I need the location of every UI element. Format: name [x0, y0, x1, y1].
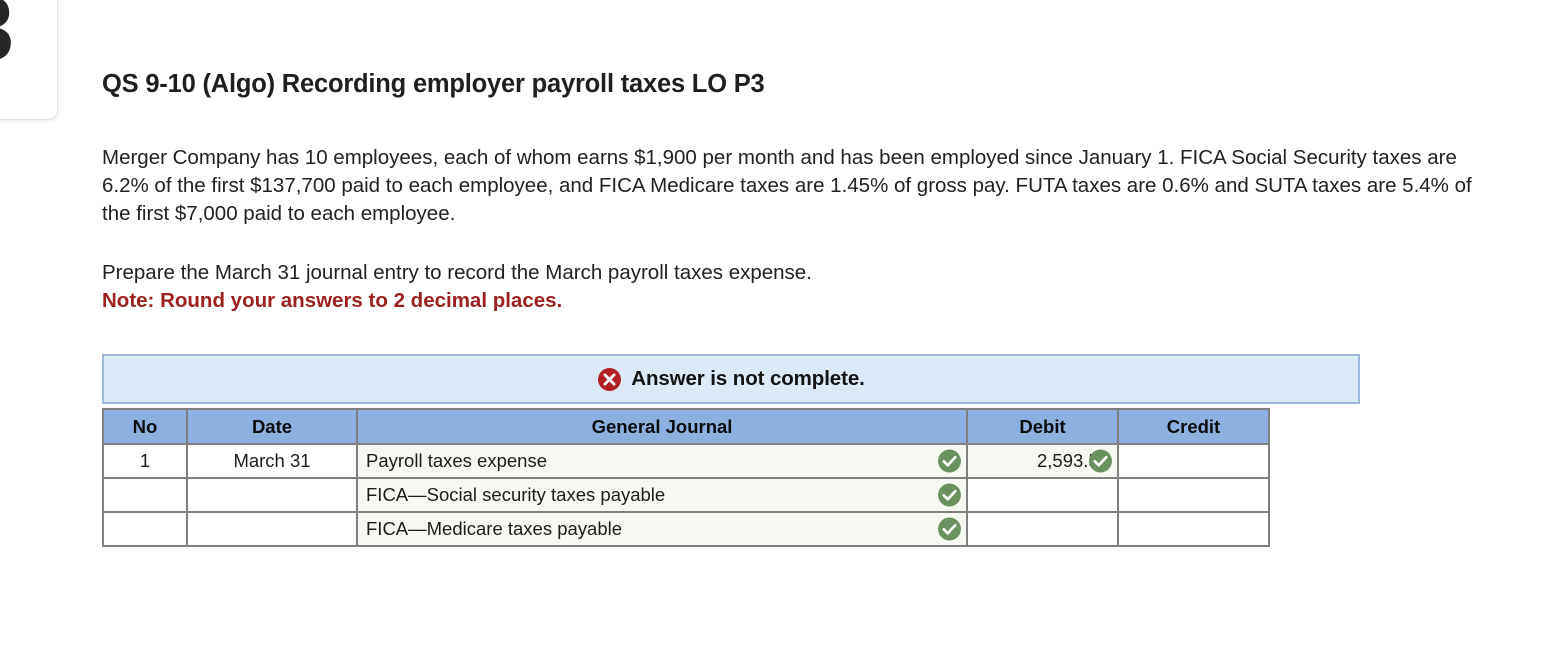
instruction-block: Prepare the March 31 journal entry to re… [102, 228, 1532, 315]
cell-general-journal[interactable]: Payroll taxes expense [356, 443, 968, 479]
column-header-no: No [102, 408, 188, 445]
journal-entry-table: No Date General Journal Debit Credit 1 M… [102, 408, 1270, 547]
cell-no: 1 [102, 443, 188, 479]
cell-general-journal-text: Payroll taxes expense [366, 450, 547, 471]
cell-general-journal[interactable]: FICA—Social security taxes payable [356, 477, 968, 513]
problem-statement: Merger Company has 10 employees, each of… [102, 146, 1472, 225]
table-row: FICA—Social security taxes payable [102, 477, 1270, 513]
column-header-date: Date [186, 408, 358, 445]
column-header-general-journal: General Journal [356, 408, 968, 445]
rounding-note: Note: Round your answers to 2 decimal pl… [102, 289, 563, 312]
column-header-debit: Debit [966, 408, 1119, 445]
answer-status-inner: Answer is not complete. [597, 367, 865, 392]
cell-credit[interactable] [1117, 443, 1270, 479]
cell-date[interactable]: March 31 [186, 443, 358, 479]
cell-credit[interactable] [1117, 477, 1270, 513]
cell-debit[interactable] [966, 511, 1119, 547]
answer-status-banner: Answer is not complete. [102, 354, 1360, 404]
cell-no [102, 511, 188, 547]
question-number: 3 [0, 0, 14, 75]
cell-debit[interactable] [966, 477, 1119, 513]
cell-date[interactable] [186, 477, 358, 513]
question-content: QS 9-10 (Algo) Recording employer payrol… [102, 0, 1532, 547]
error-x-icon [597, 367, 622, 392]
table-row: 1 March 31 Payroll taxes expense 2,593.5… [102, 443, 1270, 479]
cell-credit[interactable] [1117, 511, 1270, 547]
page-title: QS 9-10 (Algo) Recording employer payrol… [102, 70, 765, 98]
instruction-text: Prepare the March 31 journal entry to re… [102, 261, 812, 284]
table-header-row: No Date General Journal Debit Credit [102, 408, 1270, 445]
cell-general-journal[interactable]: FICA—Medicare taxes payable [356, 511, 968, 547]
cell-general-journal-text: FICA—Medicare taxes payable [366, 518, 623, 539]
cell-debit[interactable]: 2,593.50 [966, 443, 1119, 479]
answer-status-text: Answer is not complete. [631, 367, 865, 390]
cell-no [102, 477, 188, 513]
cell-general-journal-text: FICA—Social security taxes payable [366, 484, 666, 505]
column-header-credit: Credit [1117, 408, 1270, 445]
question-number-card: 3 [0, 0, 58, 120]
table-row: FICA—Medicare taxes payable [102, 511, 1270, 547]
cell-date[interactable] [186, 511, 358, 547]
